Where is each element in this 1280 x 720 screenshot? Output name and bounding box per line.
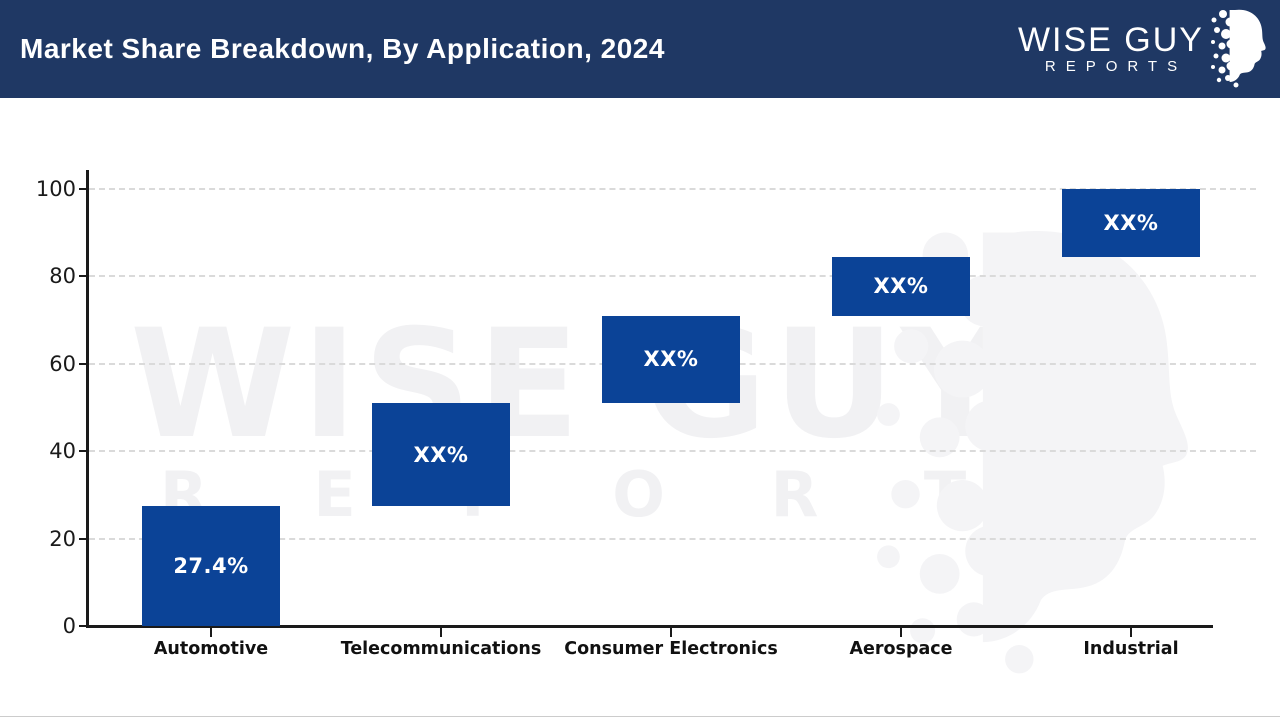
x-axis-category-label: Consumer Electronics <box>564 639 778 659</box>
y-axis-tick <box>79 275 88 278</box>
bottom-divider <box>0 716 1280 717</box>
y-axis-tick <box>79 537 88 540</box>
y-axis-tick-label: 20 <box>49 526 76 551</box>
bar-value-label: XX% <box>413 442 469 467</box>
bar-telecommunications: XX% <box>372 403 510 507</box>
x-axis-tick <box>670 628 672 637</box>
plot-layer: 0 20 40 60 80 100 27.4% Automotive XX% Telecommun… <box>0 98 1280 720</box>
x-axis-category-label: Aerospace <box>849 639 953 659</box>
x-axis-category-label: Automotive <box>153 639 269 659</box>
gridline <box>89 537 1256 540</box>
bar-industrial: XX% <box>1062 189 1200 258</box>
x-axis-tick <box>1130 628 1132 637</box>
x-axis-line <box>86 625 1213 628</box>
bar-aerospace: XX% <box>832 257 970 316</box>
wiseguy-logo-text: WISE GUY REPORTS <box>1017 20 1204 76</box>
wiseguy-head-icon <box>1208 6 1266 92</box>
x-axis-tick <box>900 628 902 637</box>
bar-automotive: 27.4% <box>142 506 280 626</box>
wiseguy-logo: WISE GUY REPORTS <box>1018 6 1280 92</box>
bar-value-label: 27.4% <box>173 554 249 579</box>
bar-value-label: XX% <box>873 274 929 299</box>
chart-area: WISE GUY R E P O R T S 0 20 40 60 80 100 27.4%… <box>0 98 1280 720</box>
y-axis-tick-label: 60 <box>49 351 76 376</box>
page-title: Market Share Breakdown, By Application, … <box>20 33 665 64</box>
y-axis-tick-label: 0 <box>62 614 76 638</box>
y-axis-tick-label: 80 <box>49 264 76 289</box>
watermark-layer: WISE GUY R E P O R T S <box>0 98 1280 720</box>
y-axis-tick <box>79 362 88 365</box>
bar-value-label: XX% <box>643 347 699 372</box>
watermark-wordmark: WISE GUY <box>130 298 1016 472</box>
y-axis-tick <box>79 450 88 453</box>
gridline <box>89 188 1256 190</box>
x-axis-category-label: Industrial <box>1083 639 1179 659</box>
bar-value-label: XX% <box>1103 211 1159 236</box>
logo-subtitle: REPORTS <box>1044 58 1188 76</box>
x-axis-tick <box>210 628 212 637</box>
y-axis-tick <box>79 188 88 190</box>
x-axis-category-label: Telecommunications <box>340 639 542 659</box>
x-axis-tick <box>440 628 442 637</box>
y-axis-line <box>86 170 89 628</box>
bar-consumer-electronics: XX% <box>602 315 740 404</box>
logo-wordmark: WISE GUY <box>1017 20 1204 59</box>
gridline <box>89 275 1256 278</box>
y-axis-tick-label: 40 <box>49 439 76 464</box>
header-bar: Market Share Breakdown, By Application, … <box>0 0 1280 98</box>
y-axis-tick-label: 100 <box>35 177 76 201</box>
y-axis-tick <box>79 625 88 627</box>
gridline <box>89 450 1256 453</box>
